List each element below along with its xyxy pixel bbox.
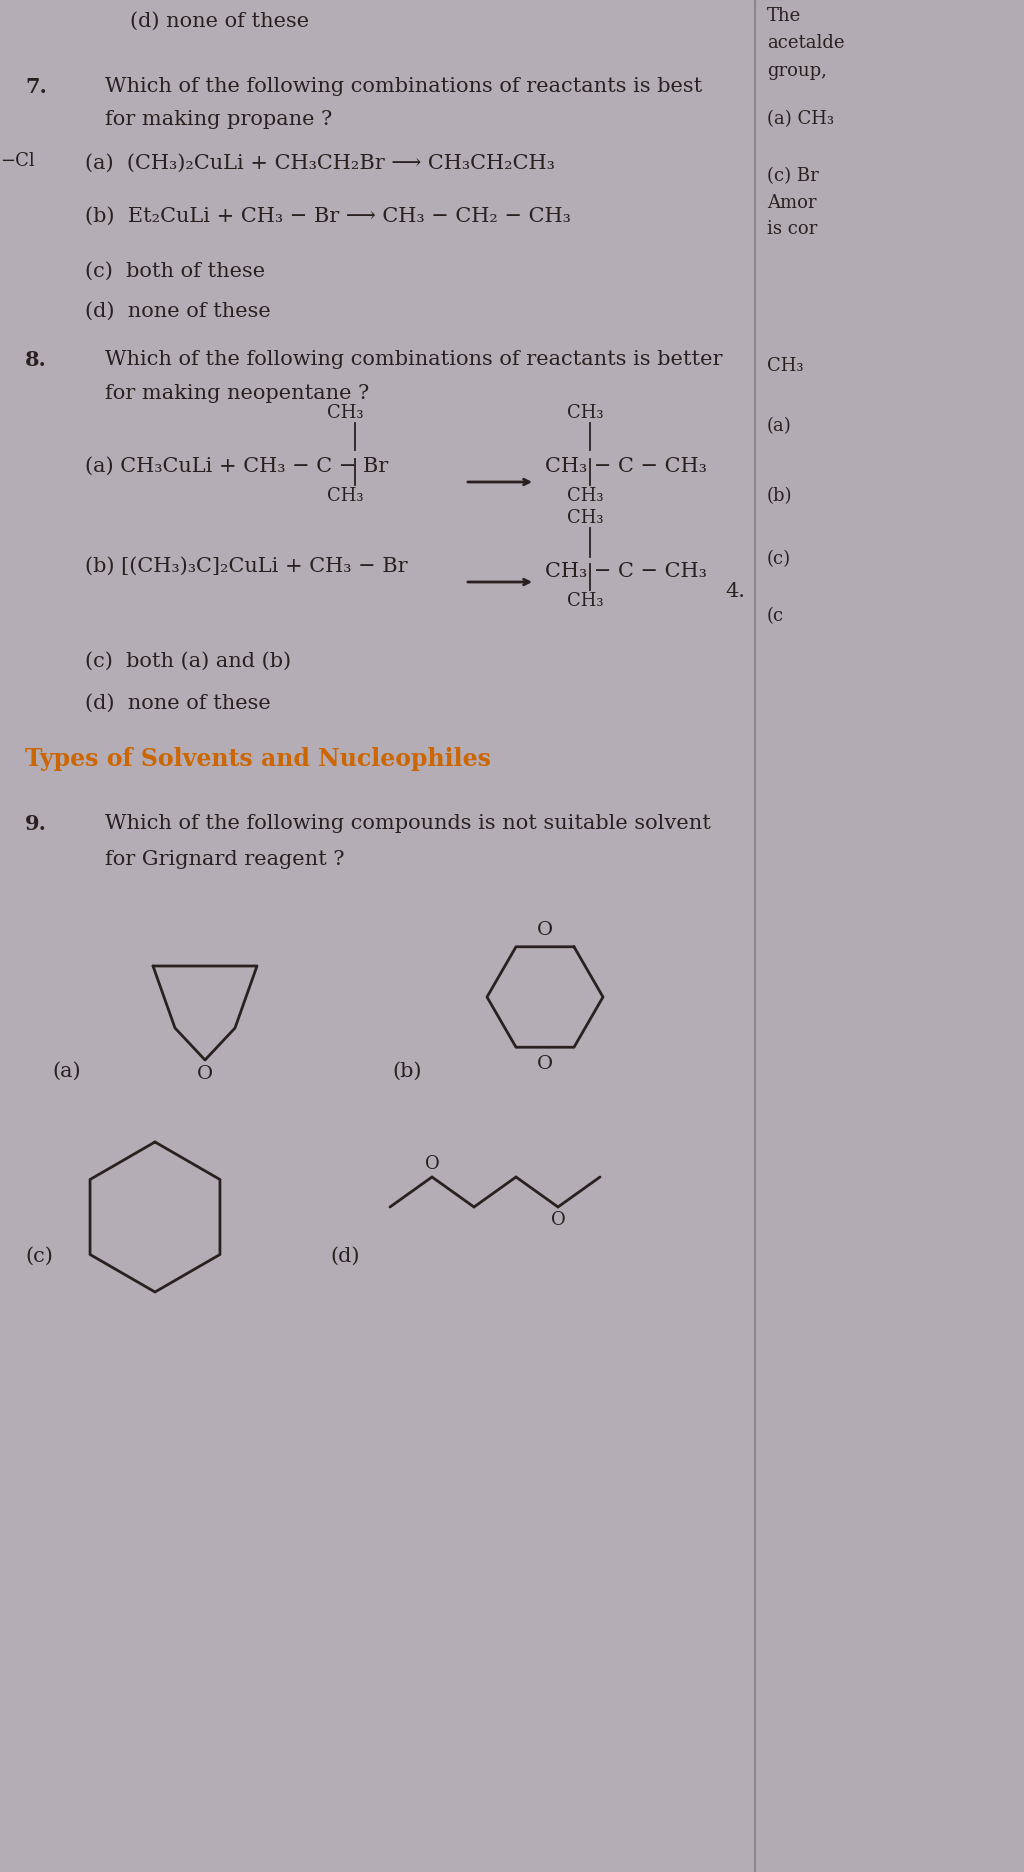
Text: (d)  none of these: (d) none of these [85, 695, 270, 713]
Text: 9.: 9. [25, 814, 47, 835]
Text: (b): (b) [392, 1061, 422, 1080]
Text: CH₃ − C − CH₃: CH₃ − C − CH₃ [545, 457, 707, 475]
Text: (c): (c) [25, 1247, 53, 1265]
Text: Which of the following combinations of reactants is better: Which of the following combinations of r… [105, 350, 723, 369]
Text: Amor: Amor [767, 195, 816, 212]
Text: (a): (a) [767, 417, 792, 434]
Text: O: O [551, 1211, 565, 1230]
Text: O: O [425, 1155, 439, 1174]
Text: is cor: is cor [767, 221, 817, 238]
Text: The: The [767, 7, 801, 24]
Text: (c): (c) [767, 550, 792, 567]
Text: (d) none of these: (d) none of these [130, 11, 309, 32]
Text: 7.: 7. [25, 77, 47, 97]
Text: acetalde: acetalde [767, 34, 845, 52]
Text: O: O [197, 1065, 213, 1084]
Text: (a)  (CH₃)₂CuLi + CH₃CH₂Br ⟶ CH₃CH₂CH₃: (a) (CH₃)₂CuLi + CH₃CH₂Br ⟶ CH₃CH₂CH₃ [85, 154, 555, 172]
Text: CH₃: CH₃ [327, 487, 364, 505]
Text: Which of the following compounds is not suitable solvent: Which of the following compounds is not … [105, 814, 711, 833]
Text: CH₃: CH₃ [566, 592, 603, 610]
Text: CH₃ − C − CH₃: CH₃ − C − CH₃ [545, 562, 707, 580]
Text: 8.: 8. [25, 350, 47, 371]
Text: (b)  Et₂CuLi + CH₃ − Br ⟶ CH₃ − CH₂ − CH₃: (b) Et₂CuLi + CH₃ − Br ⟶ CH₃ − CH₂ − CH₃ [85, 208, 570, 227]
Text: group,: group, [767, 62, 826, 80]
Text: for making neopentane ?: for making neopentane ? [105, 384, 370, 402]
Text: Which of the following combinations of reactants is best: Which of the following combinations of r… [105, 77, 702, 95]
Text: CH₃: CH₃ [767, 358, 804, 374]
Text: 4.: 4. [725, 582, 745, 601]
Text: O: O [537, 921, 553, 938]
Text: O: O [537, 1056, 553, 1073]
Text: (b): (b) [767, 487, 793, 505]
Text: (d): (d) [330, 1247, 359, 1265]
Text: (c) Br: (c) Br [767, 167, 819, 185]
Text: (a) CH₃: (a) CH₃ [767, 110, 834, 127]
Text: Types of Solvents and Nucleophiles: Types of Solvents and Nucleophiles [25, 747, 490, 771]
Text: CH₃: CH₃ [566, 509, 603, 528]
Text: CH₃: CH₃ [566, 487, 603, 505]
Text: −Cl: −Cl [0, 152, 35, 170]
Text: CH₃: CH₃ [566, 404, 603, 421]
Text: (b) [(CH₃)₃C]₂CuLi + CH₃ − Br: (b) [(CH₃)₃C]₂CuLi + CH₃ − Br [85, 558, 408, 577]
Text: (c)  both of these: (c) both of these [85, 262, 265, 281]
Text: for making propane ?: for making propane ? [105, 110, 332, 129]
Text: (a) CH₃CuLi + CH₃ − C − Br: (a) CH₃CuLi + CH₃ − C − Br [85, 457, 388, 475]
Text: for Grignard reagent ?: for Grignard reagent ? [105, 850, 344, 869]
Text: (c: (c [767, 607, 784, 625]
Text: (a): (a) [52, 1061, 81, 1080]
Text: (d)  none of these: (d) none of these [85, 301, 270, 320]
Text: CH₃: CH₃ [327, 404, 364, 421]
Text: (c)  both (a) and (b): (c) both (a) and (b) [85, 651, 291, 670]
